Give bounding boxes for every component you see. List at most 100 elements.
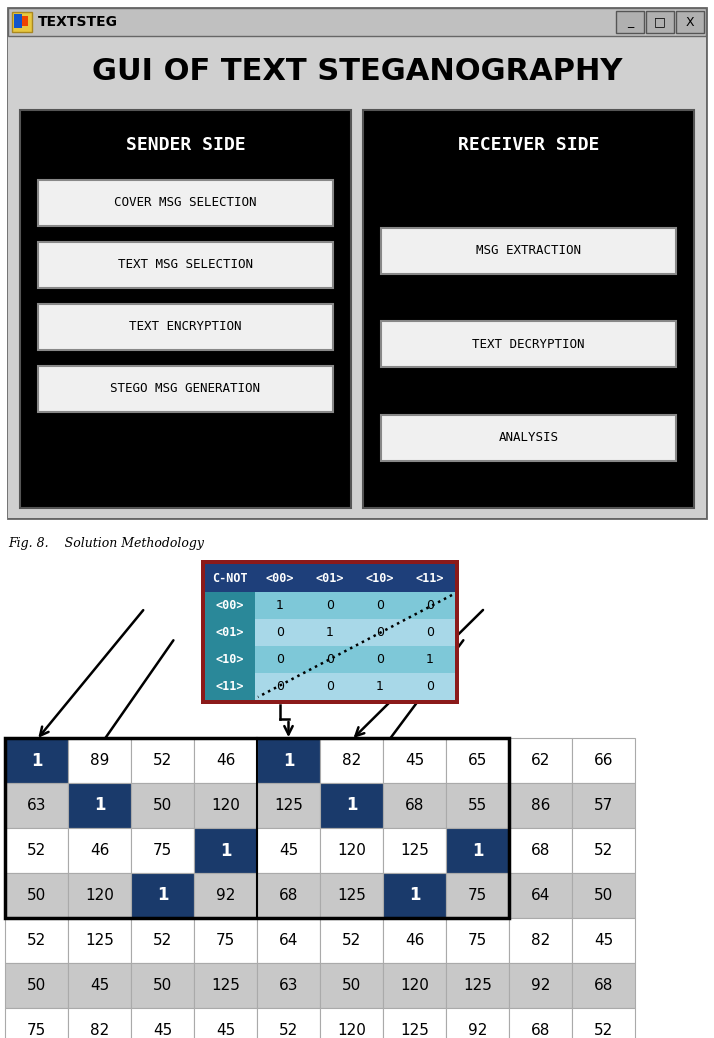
Text: 63: 63 bbox=[26, 798, 46, 813]
Text: 64: 64 bbox=[278, 933, 298, 948]
Bar bbox=[446, 918, 509, 963]
Text: 0: 0 bbox=[326, 680, 334, 693]
Bar bbox=[405, 564, 455, 592]
Bar bbox=[355, 619, 405, 646]
Bar bbox=[68, 1008, 131, 1038]
Text: 125: 125 bbox=[463, 978, 492, 993]
Bar bbox=[38, 304, 333, 350]
Text: 50: 50 bbox=[594, 887, 613, 903]
Text: 89: 89 bbox=[90, 753, 109, 768]
Bar bbox=[194, 873, 257, 918]
Bar bbox=[383, 1008, 446, 1038]
Bar bbox=[509, 918, 572, 963]
Bar bbox=[68, 963, 131, 1008]
Bar bbox=[405, 619, 455, 646]
Text: 46: 46 bbox=[405, 933, 424, 948]
Text: 1: 1 bbox=[376, 680, 384, 693]
Bar bbox=[5, 963, 68, 1008]
Bar bbox=[405, 592, 455, 619]
Bar bbox=[355, 564, 405, 592]
Text: 75: 75 bbox=[468, 933, 487, 948]
Bar bbox=[5, 873, 68, 918]
Text: <10>: <10> bbox=[366, 572, 394, 584]
Text: GUI OF TEXT STEGANOGRAPHY: GUI OF TEXT STEGANOGRAPHY bbox=[92, 56, 622, 85]
Text: 50: 50 bbox=[27, 887, 46, 903]
Bar bbox=[255, 673, 305, 700]
Bar bbox=[131, 1008, 194, 1038]
Bar bbox=[194, 828, 257, 873]
Bar bbox=[305, 646, 355, 673]
Bar bbox=[355, 646, 405, 673]
Bar bbox=[255, 646, 305, 673]
Text: 52: 52 bbox=[153, 933, 172, 948]
Text: 66: 66 bbox=[594, 753, 613, 768]
Text: 0: 0 bbox=[376, 653, 384, 666]
Text: <11>: <11> bbox=[216, 680, 244, 693]
Text: <10>: <10> bbox=[216, 653, 244, 666]
Bar bbox=[383, 963, 446, 1008]
Bar bbox=[320, 738, 383, 783]
Bar bbox=[257, 1008, 320, 1038]
Text: 1: 1 bbox=[220, 842, 231, 859]
Bar bbox=[676, 11, 704, 33]
Text: 0: 0 bbox=[276, 680, 284, 693]
Text: 1: 1 bbox=[31, 752, 42, 769]
Text: 45: 45 bbox=[153, 1023, 172, 1038]
Text: 75: 75 bbox=[468, 887, 487, 903]
Text: 52: 52 bbox=[594, 1023, 613, 1038]
Text: 120: 120 bbox=[337, 843, 366, 858]
Bar bbox=[205, 646, 255, 673]
Text: 125: 125 bbox=[85, 933, 114, 948]
Bar bbox=[446, 738, 509, 783]
Bar bbox=[68, 918, 131, 963]
Text: 125: 125 bbox=[211, 978, 240, 993]
Bar bbox=[194, 963, 257, 1008]
Bar bbox=[320, 963, 383, 1008]
Text: 1: 1 bbox=[276, 599, 284, 612]
Bar bbox=[131, 873, 194, 918]
Text: 125: 125 bbox=[400, 1023, 429, 1038]
Bar bbox=[383, 738, 446, 783]
Bar bbox=[131, 828, 194, 873]
Text: _: _ bbox=[627, 16, 633, 28]
Bar bbox=[5, 783, 68, 828]
Bar bbox=[509, 783, 572, 828]
Bar bbox=[446, 963, 509, 1008]
Bar bbox=[257, 828, 320, 873]
Text: 125: 125 bbox=[400, 843, 429, 858]
Text: 120: 120 bbox=[337, 1023, 366, 1038]
Bar bbox=[38, 366, 333, 412]
Text: 62: 62 bbox=[531, 753, 550, 768]
Text: <11>: <11> bbox=[416, 572, 444, 584]
Text: 0: 0 bbox=[276, 653, 284, 666]
Bar bbox=[381, 227, 676, 273]
Text: 50: 50 bbox=[153, 798, 172, 813]
Text: 120: 120 bbox=[85, 887, 114, 903]
Text: 52: 52 bbox=[279, 1023, 298, 1038]
Text: <01>: <01> bbox=[216, 626, 244, 639]
Bar bbox=[509, 738, 572, 783]
Text: 68: 68 bbox=[594, 978, 613, 993]
Bar bbox=[20, 110, 351, 508]
Bar bbox=[509, 873, 572, 918]
Text: 0: 0 bbox=[326, 599, 334, 612]
Text: 125: 125 bbox=[274, 798, 303, 813]
Bar bbox=[446, 783, 509, 828]
Text: 46: 46 bbox=[90, 843, 109, 858]
Bar bbox=[381, 414, 676, 461]
Bar bbox=[257, 918, 320, 963]
Bar bbox=[616, 11, 644, 33]
Bar bbox=[572, 783, 635, 828]
Text: □: □ bbox=[654, 16, 666, 28]
Text: 46: 46 bbox=[216, 753, 235, 768]
Text: 45: 45 bbox=[216, 1023, 235, 1038]
Bar bbox=[38, 242, 333, 288]
Text: 52: 52 bbox=[594, 843, 613, 858]
Text: 45: 45 bbox=[90, 978, 109, 993]
Text: 45: 45 bbox=[405, 753, 424, 768]
Bar bbox=[5, 828, 68, 873]
Text: 68: 68 bbox=[531, 1023, 550, 1038]
Text: 50: 50 bbox=[153, 978, 172, 993]
Bar bbox=[131, 963, 194, 1008]
Bar bbox=[257, 963, 320, 1008]
